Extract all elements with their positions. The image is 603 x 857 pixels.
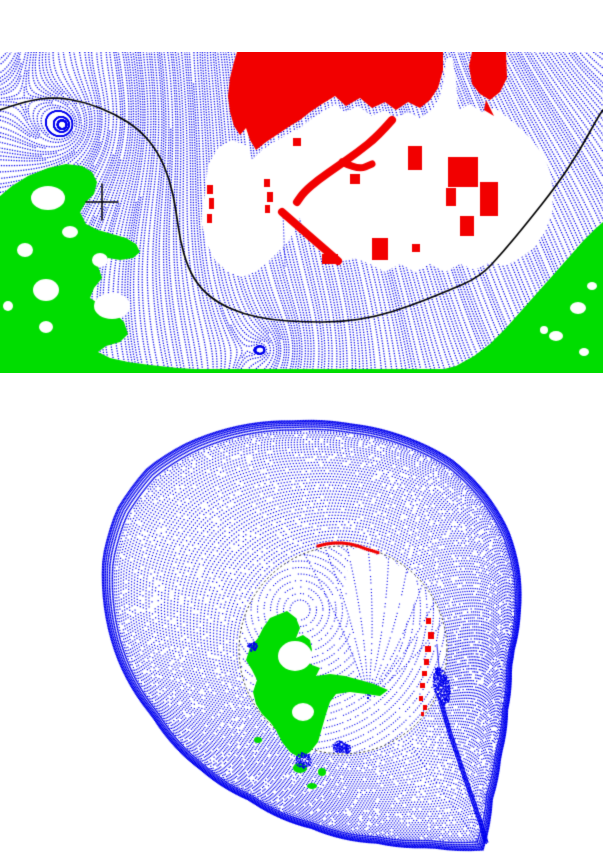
synoptic-map-panel: [0, 52, 603, 373]
spiral-shell-panel: [60, 415, 540, 857]
